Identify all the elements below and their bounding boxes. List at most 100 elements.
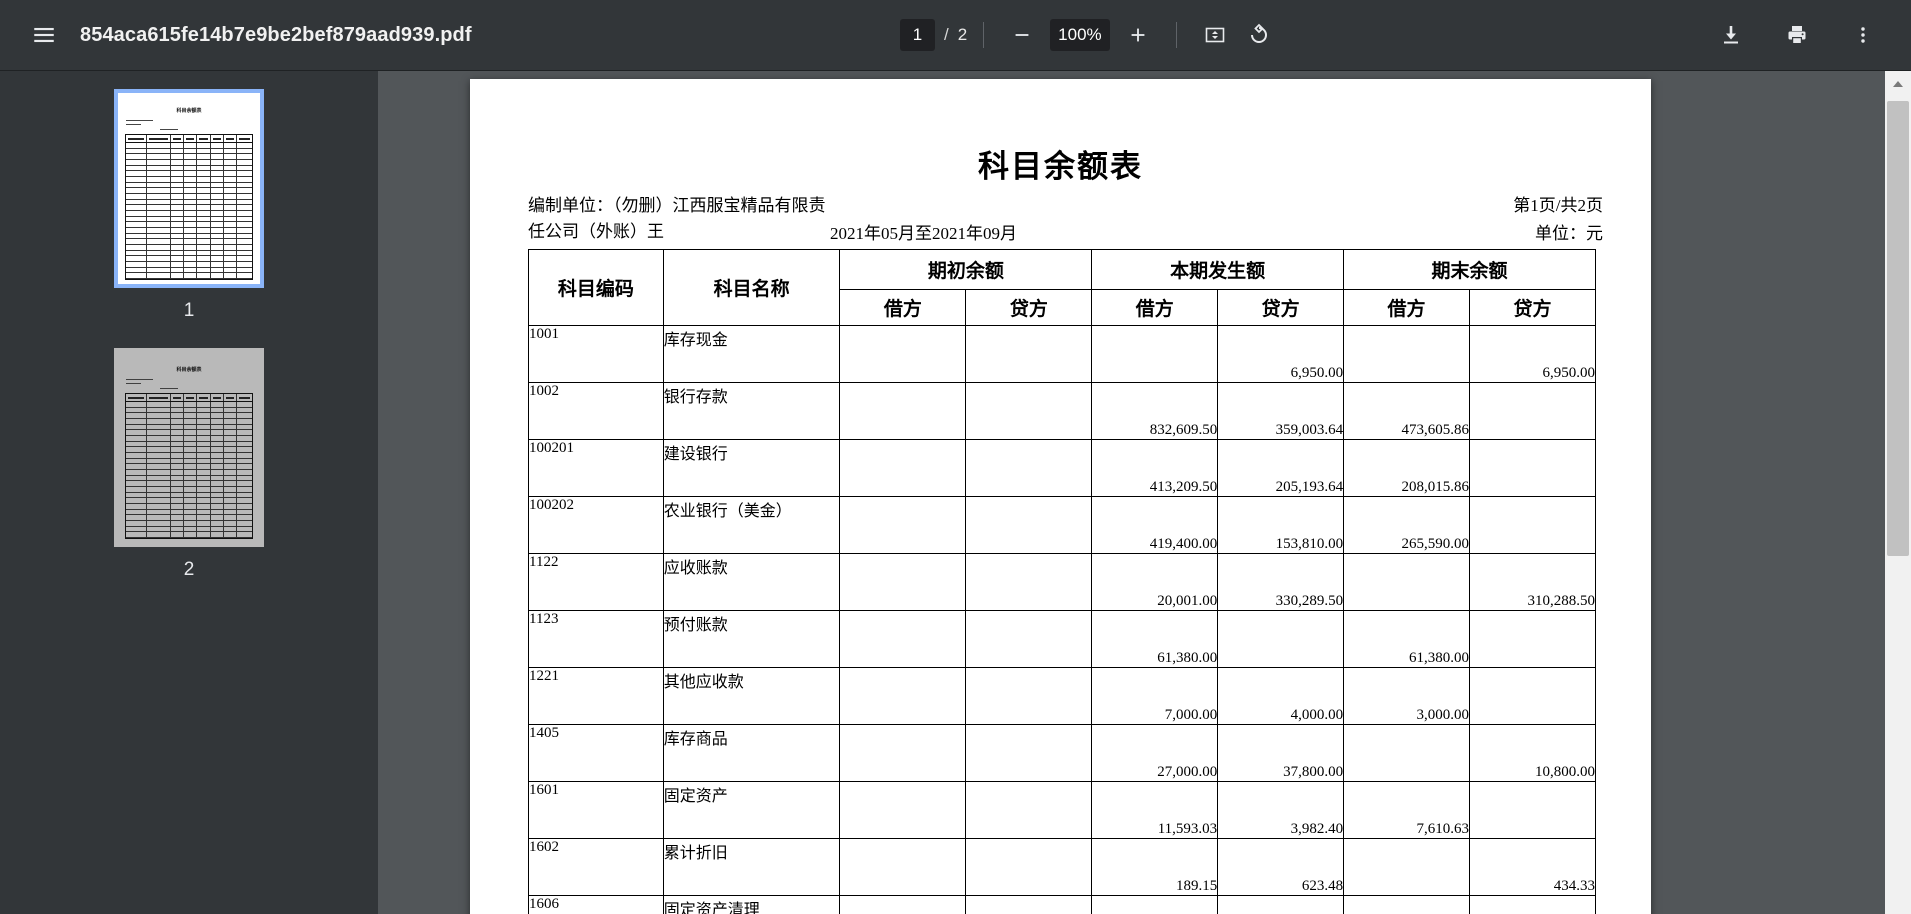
cell-end-credit — [1469, 496, 1596, 554]
thumbnail-label-2: 2 — [183, 559, 195, 580]
cell-end-credit — [1469, 382, 1596, 440]
page-number-input[interactable] — [899, 19, 935, 51]
cell-subject-code: 1606 — [528, 895, 664, 914]
cell-beg-debit — [839, 610, 967, 668]
cell-beg-debit — [839, 439, 967, 497]
table-header-row-2: 借方 贷方 借方 贷方 借方 贷方 — [529, 289, 1596, 326]
thumb-table-2 — [125, 393, 253, 539]
cell-beg-credit — [965, 496, 1093, 554]
print-icon[interactable] — [1775, 13, 1819, 57]
zoom-level-value[interactable]: 100% — [1050, 19, 1110, 51]
th-code: 科目编码 — [528, 249, 664, 326]
cell-beg-credit — [965, 553, 1093, 611]
cell-beg-debit — [839, 325, 967, 383]
cell-subject-name: 建设银行 — [662, 439, 841, 497]
thumb-sub2-2: ▬▬▬▬▬▬ — [160, 386, 178, 390]
cell-end-credit: 6,950.00 — [1469, 325, 1596, 383]
table-row: 1001 库存现金 6,950.00 6,950.00 — [528, 325, 1596, 383]
thumb-sub-1: ▬▬▬▬▬▬▬▬▬ ▬▬▬▬▬ — [126, 118, 153, 126]
balance-table: 科目编码 科目名称 期初余额 本期发生额 期末余额 借方 贷方 借方 贷方 借方… — [528, 249, 1596, 914]
fit-to-page-icon[interactable] — [1193, 13, 1237, 57]
cell-beg-credit — [965, 724, 1093, 782]
table-row: 1601 固定资产 11,593.03 3,982.40 7,610.63 — [528, 781, 1596, 839]
report-title: 科目余额表 — [978, 149, 1143, 184]
download-icon[interactable] — [1709, 13, 1753, 57]
toolbar-right-group — [1709, 13, 1911, 57]
cell-end-credit — [1469, 439, 1596, 497]
pdf-viewer-area[interactable]: 科目余额表 编制单位：（勿删）江西服宝精品有限责任公司（外账）王 2021年05… — [378, 71, 1911, 914]
cell-end-debit — [1343, 325, 1470, 383]
vertical-scrollbar[interactable] — [1885, 71, 1911, 914]
cell-cur-debit: 27,000.00 — [1091, 724, 1219, 782]
cell-cur-credit: 205,193.64 — [1217, 439, 1345, 497]
cell-subject-name: 固定资产 — [662, 781, 841, 839]
page-total-count: 2 — [957, 25, 968, 44]
thumbnail-preview-2: 科目余额表 ▬▬▬▬▬▬▬▬▬ ▬▬▬▬▬ ▬▬▬▬▬▬ — [118, 352, 260, 543]
thumbnail-item-2[interactable]: 科目余额表 ▬▬▬▬▬▬▬▬▬ ▬▬▬▬▬ ▬▬▬▬▬▬ — [0, 348, 378, 581]
thumb-sub-2: ▬▬▬▬▬▬▬▬▬ ▬▬▬▬▬ — [126, 377, 153, 385]
toolbar-left-group: 854aca615fe14b7e9be2bef879aad939.pdf — [0, 13, 472, 57]
cell-end-credit: 10,800.00 — [1469, 724, 1596, 782]
cell-end-credit — [1469, 895, 1596, 914]
table-row: 1221 其他应收款 7,000.00 4,000.00 3,000.00 — [528, 667, 1596, 725]
pdf-toolbar: 854aca615fe14b7e9be2bef879aad939.pdf / 2… — [0, 0, 1911, 71]
zoom-out-button[interactable] — [1000, 13, 1044, 57]
cell-end-debit — [1343, 724, 1470, 782]
cell-subject-code: 1001 — [528, 325, 664, 383]
hamburger-menu-icon[interactable] — [22, 13, 66, 57]
table-row: 1123 预付账款 61,380.00 61,380.00 — [528, 610, 1596, 668]
th-beg-debit: 借方 — [839, 289, 967, 326]
preparing-unit: 编制单位：（勿删）江西服宝精品有限责任公司（外账）王 — [528, 196, 826, 241]
cell-beg-credit — [965, 838, 1093, 896]
cell-cur-debit: 7,000.00 — [1091, 667, 1219, 725]
cell-cur-debit: 413,209.50 — [1091, 439, 1219, 497]
cell-cur-debit — [1091, 325, 1219, 383]
pdf-page-1: 科目余额表 编制单位：（勿删）江西服宝精品有限责任公司（外账）王 2021年05… — [470, 79, 1651, 914]
cell-end-debit: 265,590.00 — [1343, 496, 1470, 554]
th-end-debit: 借方 — [1343, 289, 1470, 326]
scroll-up-arrow-icon[interactable] — [1885, 71, 1911, 97]
table-body: 1001 库存现金 6,950.00 6,950.00 1002 银行存款 832,609.… — [528, 325, 1596, 914]
table-row: 100202 农业银行（美金） 419,400.00 153,810.00 265,59… — [528, 496, 1596, 554]
cell-beg-credit — [965, 610, 1093, 668]
cell-subject-name: 农业银行（美金） — [662, 496, 841, 554]
cell-end-debit: 473,605.86 — [1343, 382, 1470, 440]
cell-cur-credit: 6,950.00 — [1217, 325, 1345, 383]
toolbar-divider — [983, 22, 985, 48]
rotate-counterclockwise-icon[interactable] — [1237, 13, 1281, 57]
toolbar-divider-2 — [1175, 22, 1177, 48]
cell-cur-credit: 330,289.50 — [1217, 553, 1345, 611]
cell-subject-name: 库存现金 — [662, 325, 841, 383]
zoom-in-button[interactable] — [1116, 13, 1160, 57]
thumbnail-item-1[interactable]: 科目余额表 ▬▬▬▬▬▬▬▬▬ ▬▬▬▬▬ ▬▬▬▬▬▬ — [0, 89, 378, 322]
cell-beg-credit — [965, 382, 1093, 440]
cell-cur-credit: 623.48 — [1217, 838, 1345, 896]
thumb-sub2-1: ▬▬▬▬▬▬ — [160, 127, 178, 131]
th-cur-debit: 借方 — [1091, 289, 1219, 326]
cell-beg-debit — [839, 382, 967, 440]
cell-subject-name: 其他应收款 — [662, 667, 841, 725]
more-vertical-icon[interactable] — [1841, 13, 1885, 57]
scrollbar-thumb[interactable] — [1887, 101, 1909, 556]
thumbnail-page-2[interactable]: 科目余额表 ▬▬▬▬▬▬▬▬▬ ▬▬▬▬▬ ▬▬▬▬▬▬ — [114, 348, 264, 547]
report-currency-unit: 单位：元 — [1535, 224, 1603, 243]
cell-cur-credit — [1217, 610, 1345, 668]
table-row: 1602 累计折旧 189.15 623.48 434.33 — [528, 838, 1596, 896]
cell-beg-credit — [965, 439, 1093, 497]
cell-end-debit: 208,015.86 — [1343, 439, 1470, 497]
cell-subject-code: 100201 — [528, 439, 664, 497]
table-row: 1002 银行存款 832,609.50 359,003.64 473,605.86 — [528, 382, 1596, 440]
cell-end-credit: 434.33 — [1469, 838, 1596, 896]
cell-end-debit — [1343, 895, 1470, 914]
cell-cur-debit: 3,793.25 — [1091, 895, 1219, 914]
cell-end-credit — [1469, 781, 1596, 839]
cell-end-debit: 7,610.63 — [1343, 781, 1470, 839]
report-period: 2021年05月至2021年09月 — [830, 224, 1017, 243]
cell-cur-debit: 20,001.00 — [1091, 553, 1219, 611]
cell-cur-debit: 832,609.50 — [1091, 382, 1219, 440]
cell-beg-credit — [965, 895, 1093, 914]
cell-cur-debit: 11,593.03 — [1091, 781, 1219, 839]
cell-subject-code: 100202 — [528, 496, 664, 554]
thumbnail-page-1[interactable]: 科目余额表 ▬▬▬▬▬▬▬▬▬ ▬▬▬▬▬ ▬▬▬▬▬▬ — [114, 89, 264, 288]
cell-subject-code: 1002 — [528, 382, 664, 440]
